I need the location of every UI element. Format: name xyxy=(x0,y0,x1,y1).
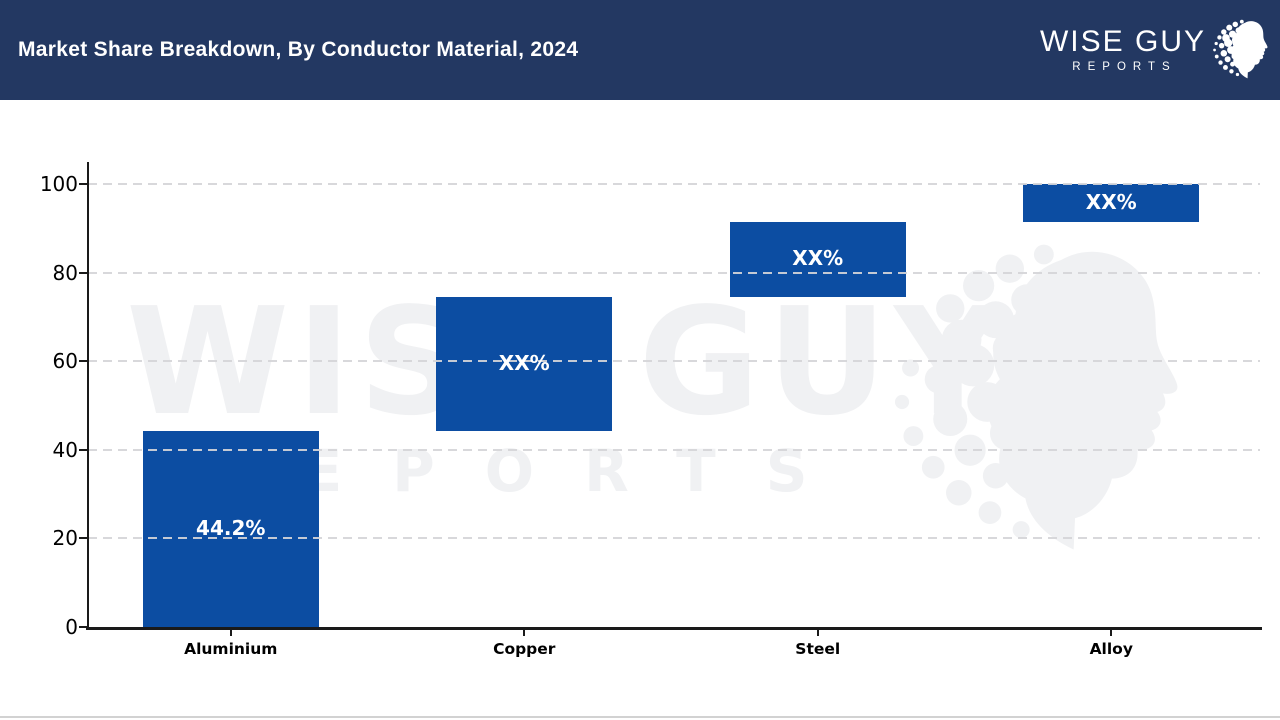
x-tick-alloy xyxy=(1110,629,1113,636)
y-axis-line xyxy=(87,162,89,629)
x-tick-steel xyxy=(816,629,819,636)
y-tick-label-0: 0 xyxy=(65,615,78,639)
x-axis-label-steel: Steel xyxy=(795,640,841,658)
bar-alloy xyxy=(1023,184,1200,222)
brand-text: WISE GUY REPORTS xyxy=(1039,25,1206,74)
x-axis-label-copper: Copper xyxy=(493,640,556,658)
x-tick-aluminium xyxy=(229,629,232,636)
y-tick-0 xyxy=(79,626,87,628)
gridline-80 xyxy=(88,271,1260,274)
header-bar: Market Share Breakdown, By Conductor Mat… xyxy=(0,0,1280,100)
gridline-20 xyxy=(88,537,1260,540)
bar-copper xyxy=(436,296,613,432)
y-tick-100 xyxy=(79,183,87,185)
chart-canvas: WISE GUY REPORTS 02040608010044.2%XX%XX%… xyxy=(0,100,1280,720)
y-tick-label-40: 40 xyxy=(52,437,78,462)
y-tick-60 xyxy=(79,360,87,363)
y-tick-40 xyxy=(79,448,87,451)
watermark-face-icon xyxy=(894,244,1178,550)
y-tick-80 xyxy=(79,271,87,274)
bar-value-label-steel: XX% xyxy=(792,246,844,271)
brand-wordmark: WISE GUY xyxy=(1039,25,1206,58)
brand-subtext: REPORTS xyxy=(1072,61,1177,73)
bar-value-label-copper: XX% xyxy=(498,351,550,376)
y-tick-label-100: 100 xyxy=(39,172,78,196)
x-tick-copper xyxy=(523,629,526,636)
gridline-100 xyxy=(88,183,1260,185)
x-axis-line xyxy=(86,627,1262,630)
bar-value-label-alloy: XX% xyxy=(1085,189,1137,214)
bar-steel xyxy=(729,221,906,297)
brand-logo: WISE GUY REPORTS xyxy=(1040,10,1268,90)
bottom-divider xyxy=(0,716,1280,718)
y-tick-label-20: 20 xyxy=(52,526,78,551)
gridline-40 xyxy=(88,448,1260,451)
bar-aluminium xyxy=(142,431,319,627)
gridline-60 xyxy=(88,360,1260,363)
y-tick-20 xyxy=(79,537,87,540)
y-tick-label-80: 80 xyxy=(52,260,78,285)
bar-value-label-aluminium: 44.2% xyxy=(196,516,266,541)
brand-face-icon xyxy=(1213,19,1268,79)
x-axis-label-aluminium: Aluminium xyxy=(184,640,278,658)
chart-title: Market Share Breakdown, By Conductor Mat… xyxy=(18,38,579,61)
y-tick-label-60: 60 xyxy=(52,349,78,374)
x-axis-label-alloy: Alloy xyxy=(1089,640,1133,658)
